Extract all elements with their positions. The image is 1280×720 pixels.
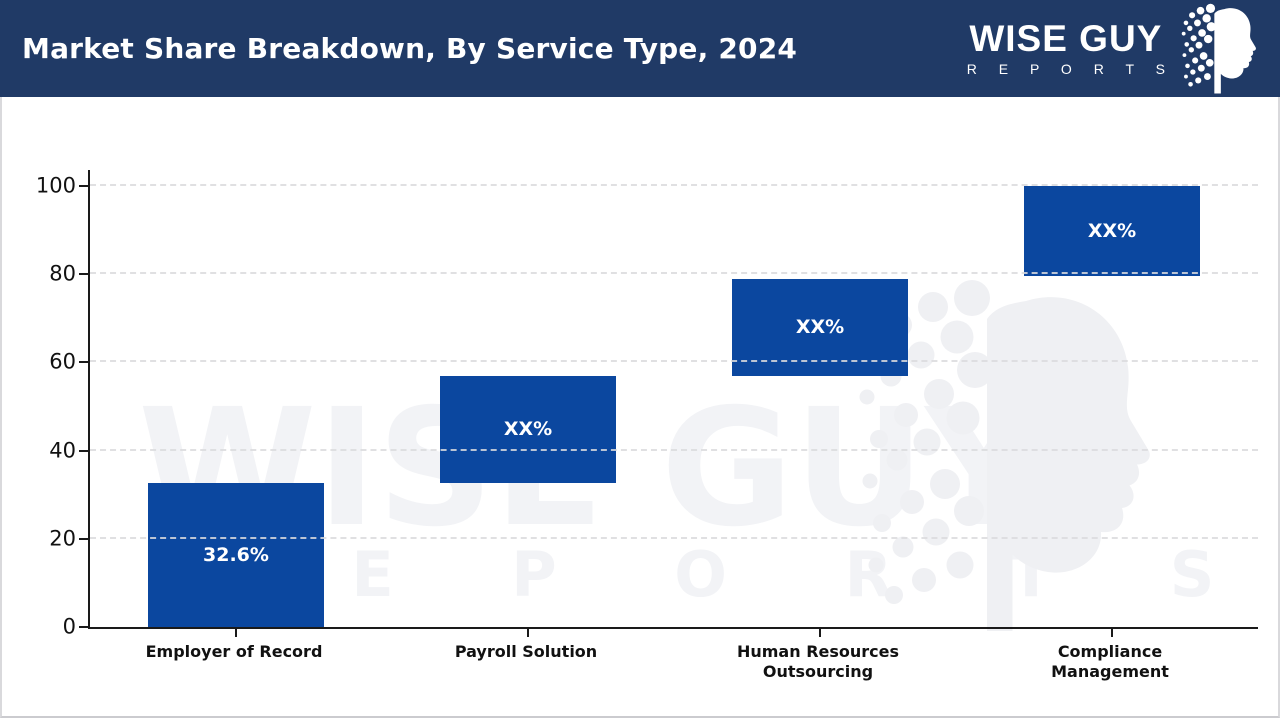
y-axis-tick xyxy=(79,185,88,187)
grid-line xyxy=(90,448,1258,451)
bar: 32.6% xyxy=(148,483,324,627)
page-title: Market Share Breakdown, By Service Type,… xyxy=(22,32,798,65)
logo-wordmark: WISE GUY xyxy=(969,18,1163,59)
x-tick-label: Compliance Management xyxy=(1051,642,1169,681)
bar-value-label: XX% xyxy=(503,418,553,441)
x-tick-label: Human Resources Outsourcing xyxy=(736,642,900,681)
plot-area: 0 20 40 60 80 100 32.6% XX% XX% XX% xyxy=(36,170,1258,637)
y-tick-label: 40 xyxy=(49,438,76,463)
bar: XX% xyxy=(440,375,616,484)
y-tick-label: 80 xyxy=(49,261,76,286)
x-axis-tick xyxy=(819,629,821,637)
grid-line xyxy=(90,184,1258,186)
header-bar: Market Share Breakdown, By Service Type,… xyxy=(0,0,1280,97)
chart-area: WISE GUY R E P O R T S 0 20 40 60 80 100 32.6%… xyxy=(0,97,1280,720)
y-axis-tick xyxy=(79,361,88,364)
logo-face-icon xyxy=(1181,3,1256,93)
x-tick-label: Employer of Record xyxy=(145,642,323,661)
y-axis-tick xyxy=(79,537,88,540)
bar: XX% xyxy=(732,278,908,376)
y-tick-label: 0 xyxy=(62,614,76,639)
bar-value-label: 32.6% xyxy=(203,544,269,567)
y-axis-tick xyxy=(79,449,88,452)
x-axis-labels: Employer of Record Payroll Solution Human … xyxy=(88,642,1256,702)
bar: XX% xyxy=(1024,186,1200,277)
logo-text: WISE GUY R E P O R T S xyxy=(958,18,1174,78)
y-tick-label: 100 xyxy=(35,173,76,198)
bar-value-label: XX% xyxy=(1087,220,1137,243)
grid-line xyxy=(90,272,1258,275)
y-tick-label: 60 xyxy=(49,349,76,374)
watermark-face-icon xyxy=(859,280,1150,631)
x-axis-tick xyxy=(235,629,237,637)
bar-value-label: XX% xyxy=(795,316,845,339)
y-axis-tick xyxy=(79,626,88,628)
grid-line xyxy=(90,536,1258,539)
logo-subtitle: R E P O R T S xyxy=(966,61,1174,77)
x-tick-label: Payroll Solution xyxy=(454,642,598,661)
x-axis-tick xyxy=(1111,629,1113,637)
x-axis-tick xyxy=(527,629,529,637)
grid-line xyxy=(90,360,1258,363)
y-tick-label: 20 xyxy=(49,526,76,551)
wise-guy-reports-logo: WISE GUY R E P O R T S xyxy=(958,3,1266,95)
y-axis-tick xyxy=(79,273,88,276)
